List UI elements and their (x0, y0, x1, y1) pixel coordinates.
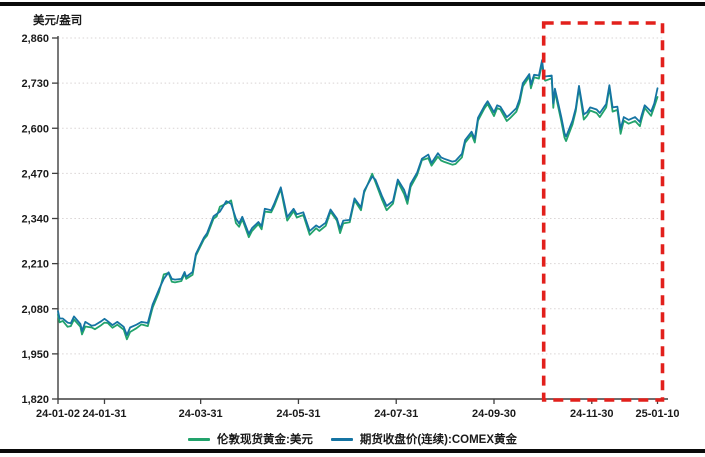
x-tick-label: 24-11-30 (570, 408, 613, 420)
x-tick-label: 24-09-30 (472, 408, 516, 420)
highlight-box (541, 21, 665, 402)
x-tick-label: 24-01-02 (36, 408, 80, 420)
futures-line (57, 59, 659, 337)
x-tick-label: 24-03-31 (179, 408, 223, 420)
futures-line-swatch (330, 437, 353, 441)
y-axis-unit-label: 美元/盎司 (33, 15, 83, 27)
x-tick-label: 24-01-31 (82, 408, 126, 420)
y-tick-label: 2,600 (21, 123, 49, 135)
y-tick-label: 2,730 (21, 78, 49, 90)
futures-line-label: 期货收盘价(连续):COMEX黄金 (359, 434, 517, 446)
y-tick-label: 2,860 (21, 33, 49, 45)
y-tick-label: 2,340 (21, 214, 49, 226)
spot-line-label: 伦敦现货黄金:美元 (216, 434, 313, 446)
top-border-bar (0, 2, 705, 6)
chart-area: 2,860 2,730 2,600 2,470 2,340 2,210 2,080 1,950… (21, 21, 680, 420)
y-tick-label: 1,950 (21, 349, 49, 361)
y-tick-label: 1,820 (21, 394, 49, 406)
x-tick-label: 24-05-31 (276, 408, 320, 420)
y-tick-label: 2,080 (21, 304, 49, 316)
x-tick-label: 24-07-31 (374, 408, 418, 420)
x-tick-label: 25-01-10 (635, 408, 679, 420)
bottom-border-bar (0, 449, 705, 453)
legend-item-spot: 伦敦现货黄金:美元 (187, 431, 313, 447)
legend-item-futures: 期货收盘价(连续):COMEX黄金 (330, 431, 517, 447)
spot-line-swatch (187, 437, 210, 441)
y-tick-label: 2,470 (21, 168, 49, 180)
price-chart: 2,860 2,730 2,600 2,470 2,340 2,210 2,080 1,950… (21, 21, 680, 420)
legend: 伦敦现货黄金:美元 期货收盘价(连续):COMEX黄金 (0, 429, 705, 449)
spot-line (57, 62, 659, 341)
y-tick-label: 2,210 (21, 259, 49, 271)
